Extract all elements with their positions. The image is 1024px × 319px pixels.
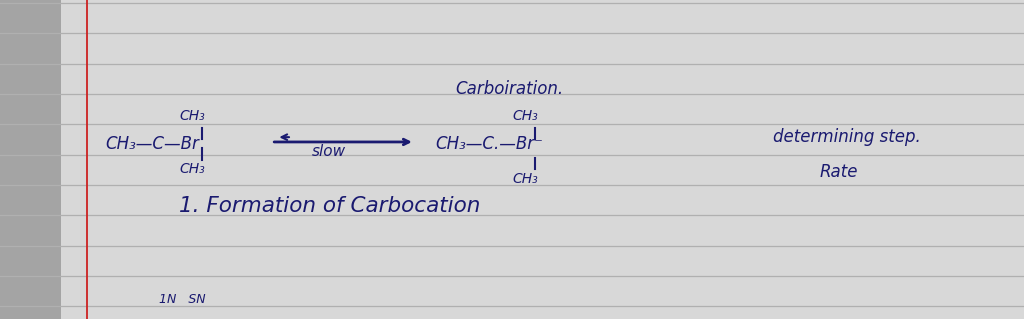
Text: Rate: Rate (819, 163, 858, 181)
Text: 1. Formation of Carbocation: 1. Formation of Carbocation (179, 196, 480, 216)
Bar (0, 0, 61, 319)
Text: CH₃—C—Br: CH₃—C—Br (105, 135, 200, 152)
Text: determining step.: determining step. (773, 128, 921, 146)
Text: CH₃: CH₃ (179, 109, 205, 123)
Text: CH₃: CH₃ (512, 172, 538, 186)
Text: CH₃—C.—Br⁻: CH₃—C.—Br⁻ (435, 135, 543, 152)
Text: CH₃: CH₃ (179, 162, 205, 176)
Text: slow: slow (312, 144, 346, 159)
Text: CH₃: CH₃ (512, 109, 538, 123)
Text: 1N   SN: 1N SN (159, 293, 206, 306)
Text: Carboiration.: Carboiration. (456, 80, 564, 98)
